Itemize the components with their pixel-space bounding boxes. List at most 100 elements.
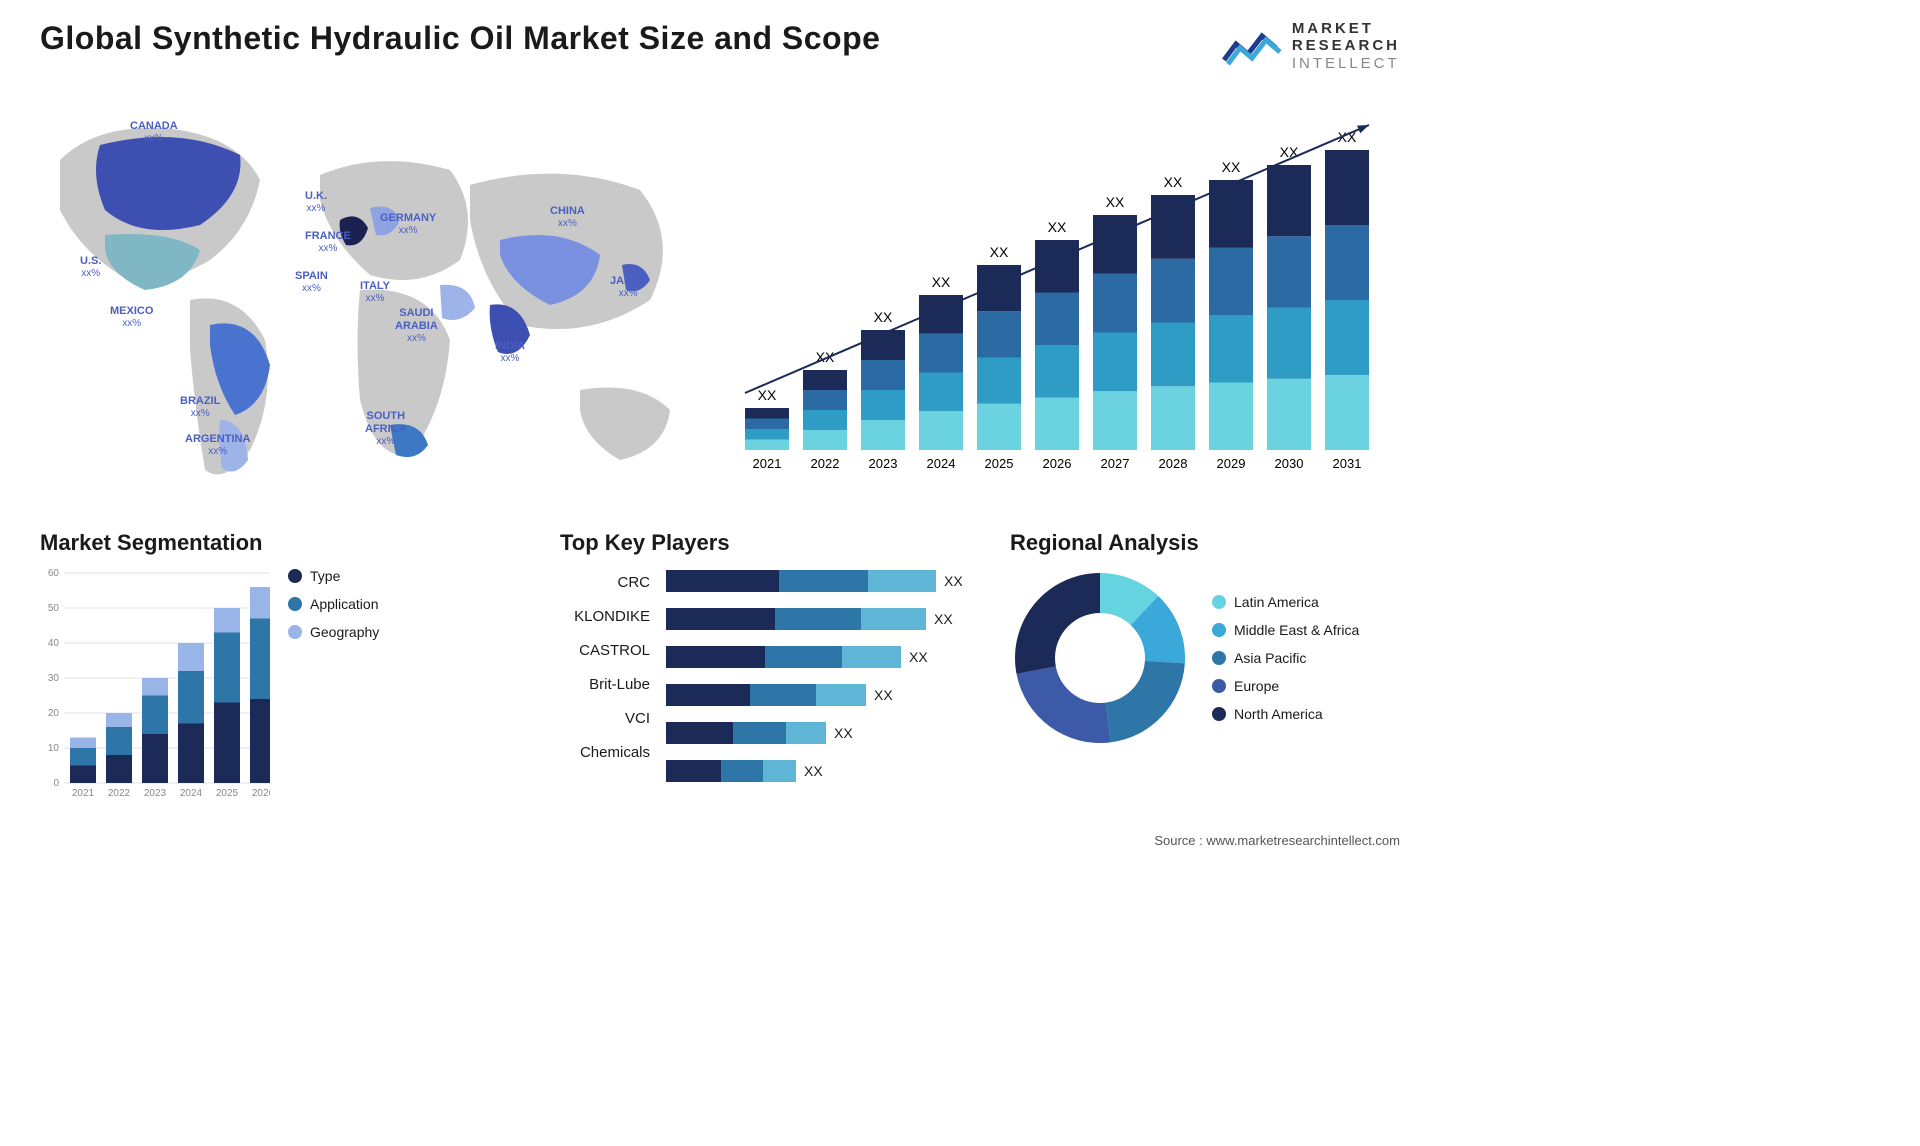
seg-bar-segment (250, 699, 270, 783)
growth-chart: XX2021XX2022XX2023XX2024XX2025XX2026XX20… (740, 110, 1400, 480)
growth-bar-segment (977, 265, 1021, 311)
map-label-pct: xx% (380, 225, 436, 237)
growth-bar-segment (1325, 375, 1369, 450)
regional-legend-item: North America (1212, 706, 1359, 722)
seg-bar-segment (214, 608, 240, 633)
growth-bar-segment (1209, 315, 1253, 383)
growth-bar-segment (1209, 248, 1253, 316)
legend-dot (288, 625, 302, 639)
map-label-name: SOUTH AFRICA (365, 410, 407, 435)
regional-block: Regional Analysis Latin AmericaMiddle Ea… (1010, 530, 1410, 748)
map-label-name: JAPAN (610, 275, 646, 287)
map-label-pct: xx% (180, 408, 220, 420)
seg-bar-segment (250, 587, 270, 619)
map-label-name: INDIA (495, 340, 525, 352)
growth-trend-arrowhead (1357, 125, 1369, 133)
seg-ytick: 20 (48, 708, 60, 719)
map-label: SAUDI ARABIAxx% (395, 307, 438, 345)
map-label-name: MEXICO (110, 305, 153, 317)
growth-bar-segment (1267, 165, 1311, 236)
growth-bar-segment (1035, 345, 1079, 398)
map-label-pct: xx% (305, 243, 351, 255)
seg-ytick: 40 (48, 638, 60, 649)
player-value: XX (934, 611, 953, 627)
growth-bar-segment (1093, 333, 1137, 392)
growth-bar-segment (1151, 195, 1195, 259)
growth-bar-segment (1035, 398, 1079, 451)
map-label-pct: xx% (395, 333, 438, 345)
seg-legend-item: Type (288, 568, 379, 584)
map-label-name: BRAZIL (180, 395, 220, 407)
legend-label: Europe (1234, 678, 1279, 694)
map-label-name: U.S. (80, 255, 101, 267)
map-label-name: CANADA (130, 120, 178, 132)
legend-label: Latin America (1234, 594, 1319, 610)
player-bar-segment (750, 684, 816, 706)
map-label-name: CHINA (550, 205, 585, 217)
growth-bar-segment (1209, 383, 1253, 451)
seg-category: 2022 (108, 788, 131, 799)
player-bar-segment (861, 608, 926, 630)
map-label-pct: xx% (365, 436, 407, 448)
segmentation-legend: TypeApplicationGeography (288, 568, 379, 803)
growth-bar-segment (861, 420, 905, 450)
map-label-pct: xx% (185, 446, 250, 458)
growth-bar-segment (1093, 215, 1137, 274)
player-row: XX (666, 606, 980, 632)
map-label: SPAINxx% (295, 270, 328, 295)
map-label: ITALYxx% (360, 280, 390, 305)
map-label: CHINAxx% (550, 205, 585, 230)
growth-bar-segment (977, 311, 1021, 357)
growth-bar-value: XX (990, 244, 1009, 260)
regional-legend: Latin AmericaMiddle East & AfricaAsia Pa… (1212, 594, 1359, 722)
logo-text: MARKET RESEARCH INTELLECT (1292, 20, 1400, 72)
player-name: CASTROL (560, 640, 650, 662)
growth-bar-segment (861, 360, 905, 390)
segmentation-title: Market Segmentation (40, 530, 440, 556)
legend-label: Middle East & Africa (1234, 622, 1359, 638)
growth-bar-value: XX (1222, 159, 1241, 175)
donut-slice (1017, 666, 1111, 743)
growth-bar-segment (1267, 379, 1311, 450)
player-bar-segment (666, 722, 733, 744)
logo-line2: RESEARCH (1292, 37, 1400, 54)
map-label: U.S.xx% (80, 255, 101, 280)
legend-dot (1212, 623, 1226, 637)
map-label-pct: xx% (130, 133, 178, 145)
growth-bar-segment (803, 410, 847, 430)
growth-bar-segment (919, 411, 963, 450)
growth-bar-segment (919, 373, 963, 412)
player-row: XX (666, 682, 980, 708)
player-bar-segment (763, 760, 796, 782)
seg-bar-segment (178, 643, 204, 671)
player-name: Chemicals (560, 742, 650, 764)
map-label: BRAZILxx% (180, 395, 220, 420)
player-bar-segment (666, 570, 779, 592)
map-label: ARGENTINAxx% (185, 433, 250, 458)
players-block: Top Key Players CRCKLONDIKECASTROLBrit-L… (560, 530, 980, 784)
growth-bar-segment (977, 404, 1021, 450)
player-value: XX (834, 725, 853, 741)
legend-label: Type (310, 568, 340, 584)
seg-ytick: 60 (48, 568, 60, 579)
growth-bar-segment (803, 390, 847, 410)
map-label-name: ARGENTINA (185, 433, 250, 445)
seg-category: 2025 (216, 788, 239, 799)
seg-bar-segment (70, 766, 96, 784)
legend-dot (288, 597, 302, 611)
growth-bar-segment (1325, 225, 1369, 300)
growth-bar-segment (745, 440, 789, 451)
donut-slice (1106, 661, 1185, 743)
player-bar (666, 722, 826, 744)
logo-line3: INTELLECT (1292, 55, 1400, 72)
player-bar-segment (779, 570, 868, 592)
map-label-name: U.K. (305, 190, 327, 202)
growth-bar-segment (745, 419, 789, 430)
regional-legend-item: Latin America (1212, 594, 1359, 610)
players-labels: CRCKLONDIKECASTROLBrit-LubeVCIChemicals (560, 568, 650, 784)
growth-bar-segment (745, 408, 789, 419)
growth-bar-value: XX (932, 274, 951, 290)
map-label-pct: xx% (550, 218, 585, 230)
seg-bar-segment (106, 755, 132, 783)
player-bar (666, 646, 901, 668)
